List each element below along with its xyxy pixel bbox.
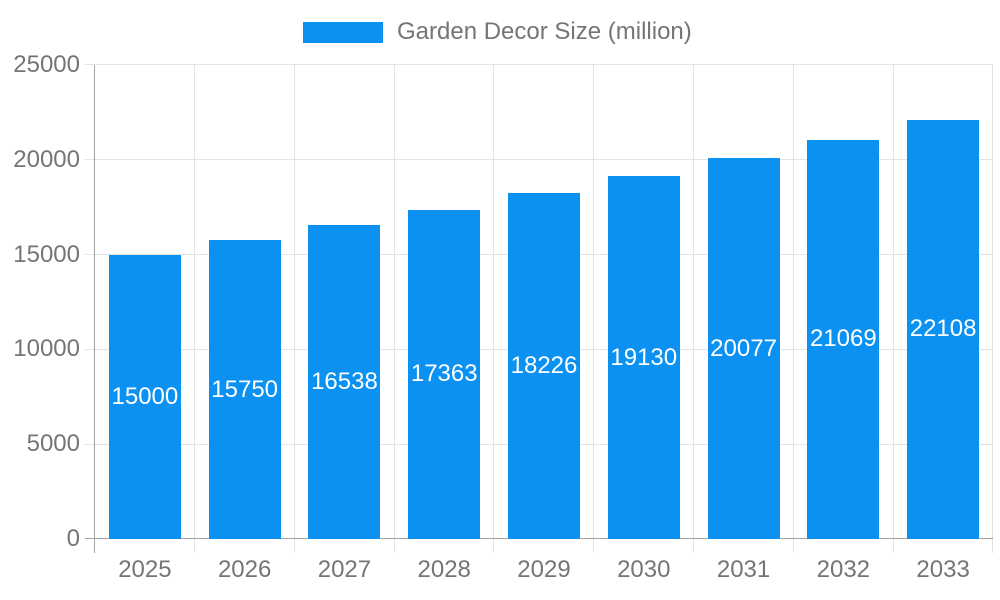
bar-value-label: 22108 <box>909 315 977 343</box>
bar[interactable] <box>907 119 980 539</box>
bar[interactable] <box>807 139 880 539</box>
v-gridline <box>293 65 295 553</box>
v-gridline <box>692 65 694 553</box>
x-tick-label: 2030 <box>617 556 671 583</box>
legend-label: Garden Decor Size (million) <box>397 18 692 45</box>
h-gridline <box>85 159 993 161</box>
y-axis-line <box>94 65 96 553</box>
v-gridline <box>892 65 894 553</box>
bar[interactable] <box>208 240 281 539</box>
y-tick-label: 10000 <box>13 335 80 363</box>
bar[interactable] <box>707 158 780 539</box>
legend[interactable]: Garden Decor Size (million) <box>303 18 692 46</box>
v-gridline <box>393 65 395 553</box>
y-tick-label: 5000 <box>26 430 80 458</box>
bar-value-label: 16538 <box>311 368 378 396</box>
x-tick-label: 2027 <box>317 556 372 583</box>
x-tick-label: 2032 <box>816 556 871 583</box>
bar-value-label: 15000 <box>111 382 179 410</box>
v-gridline <box>493 65 495 553</box>
bar-value-label: 17363 <box>410 360 478 388</box>
y-tick-label: 20000 <box>13 145 80 173</box>
v-gridline <box>194 65 196 553</box>
bar[interactable] <box>408 209 481 539</box>
bar[interactable] <box>607 176 680 539</box>
h-gridline <box>85 64 993 66</box>
v-gridline <box>593 65 595 553</box>
y-tick-label: 25000 <box>13 51 80 78</box>
v-gridline <box>792 65 794 553</box>
x-tick-label: 2025 <box>118 556 172 583</box>
y-tick-label: 15000 <box>13 240 80 268</box>
bar[interactable] <box>508 193 580 539</box>
v-gridline <box>992 65 994 553</box>
x-tick-label: 2028 <box>417 556 471 583</box>
bar-value-label: 19130 <box>610 343 678 371</box>
bar-value-label: 18226 <box>510 352 578 380</box>
bar-value-label: 21069 <box>809 325 877 353</box>
bar[interactable] <box>308 225 381 539</box>
x-tick-label: 2029 <box>517 556 571 583</box>
x-tick-label: 2026 <box>217 556 272 583</box>
y-tick-label: 0 <box>66 525 80 552</box>
bar-value-label: 15750 <box>211 375 279 403</box>
legend-swatch <box>303 21 383 43</box>
bar-value-label: 20077 <box>710 334 777 362</box>
bar[interactable] <box>108 254 181 539</box>
x-tick-label: 2033 <box>916 556 970 583</box>
x-tick-label: 2031 <box>716 556 771 583</box>
